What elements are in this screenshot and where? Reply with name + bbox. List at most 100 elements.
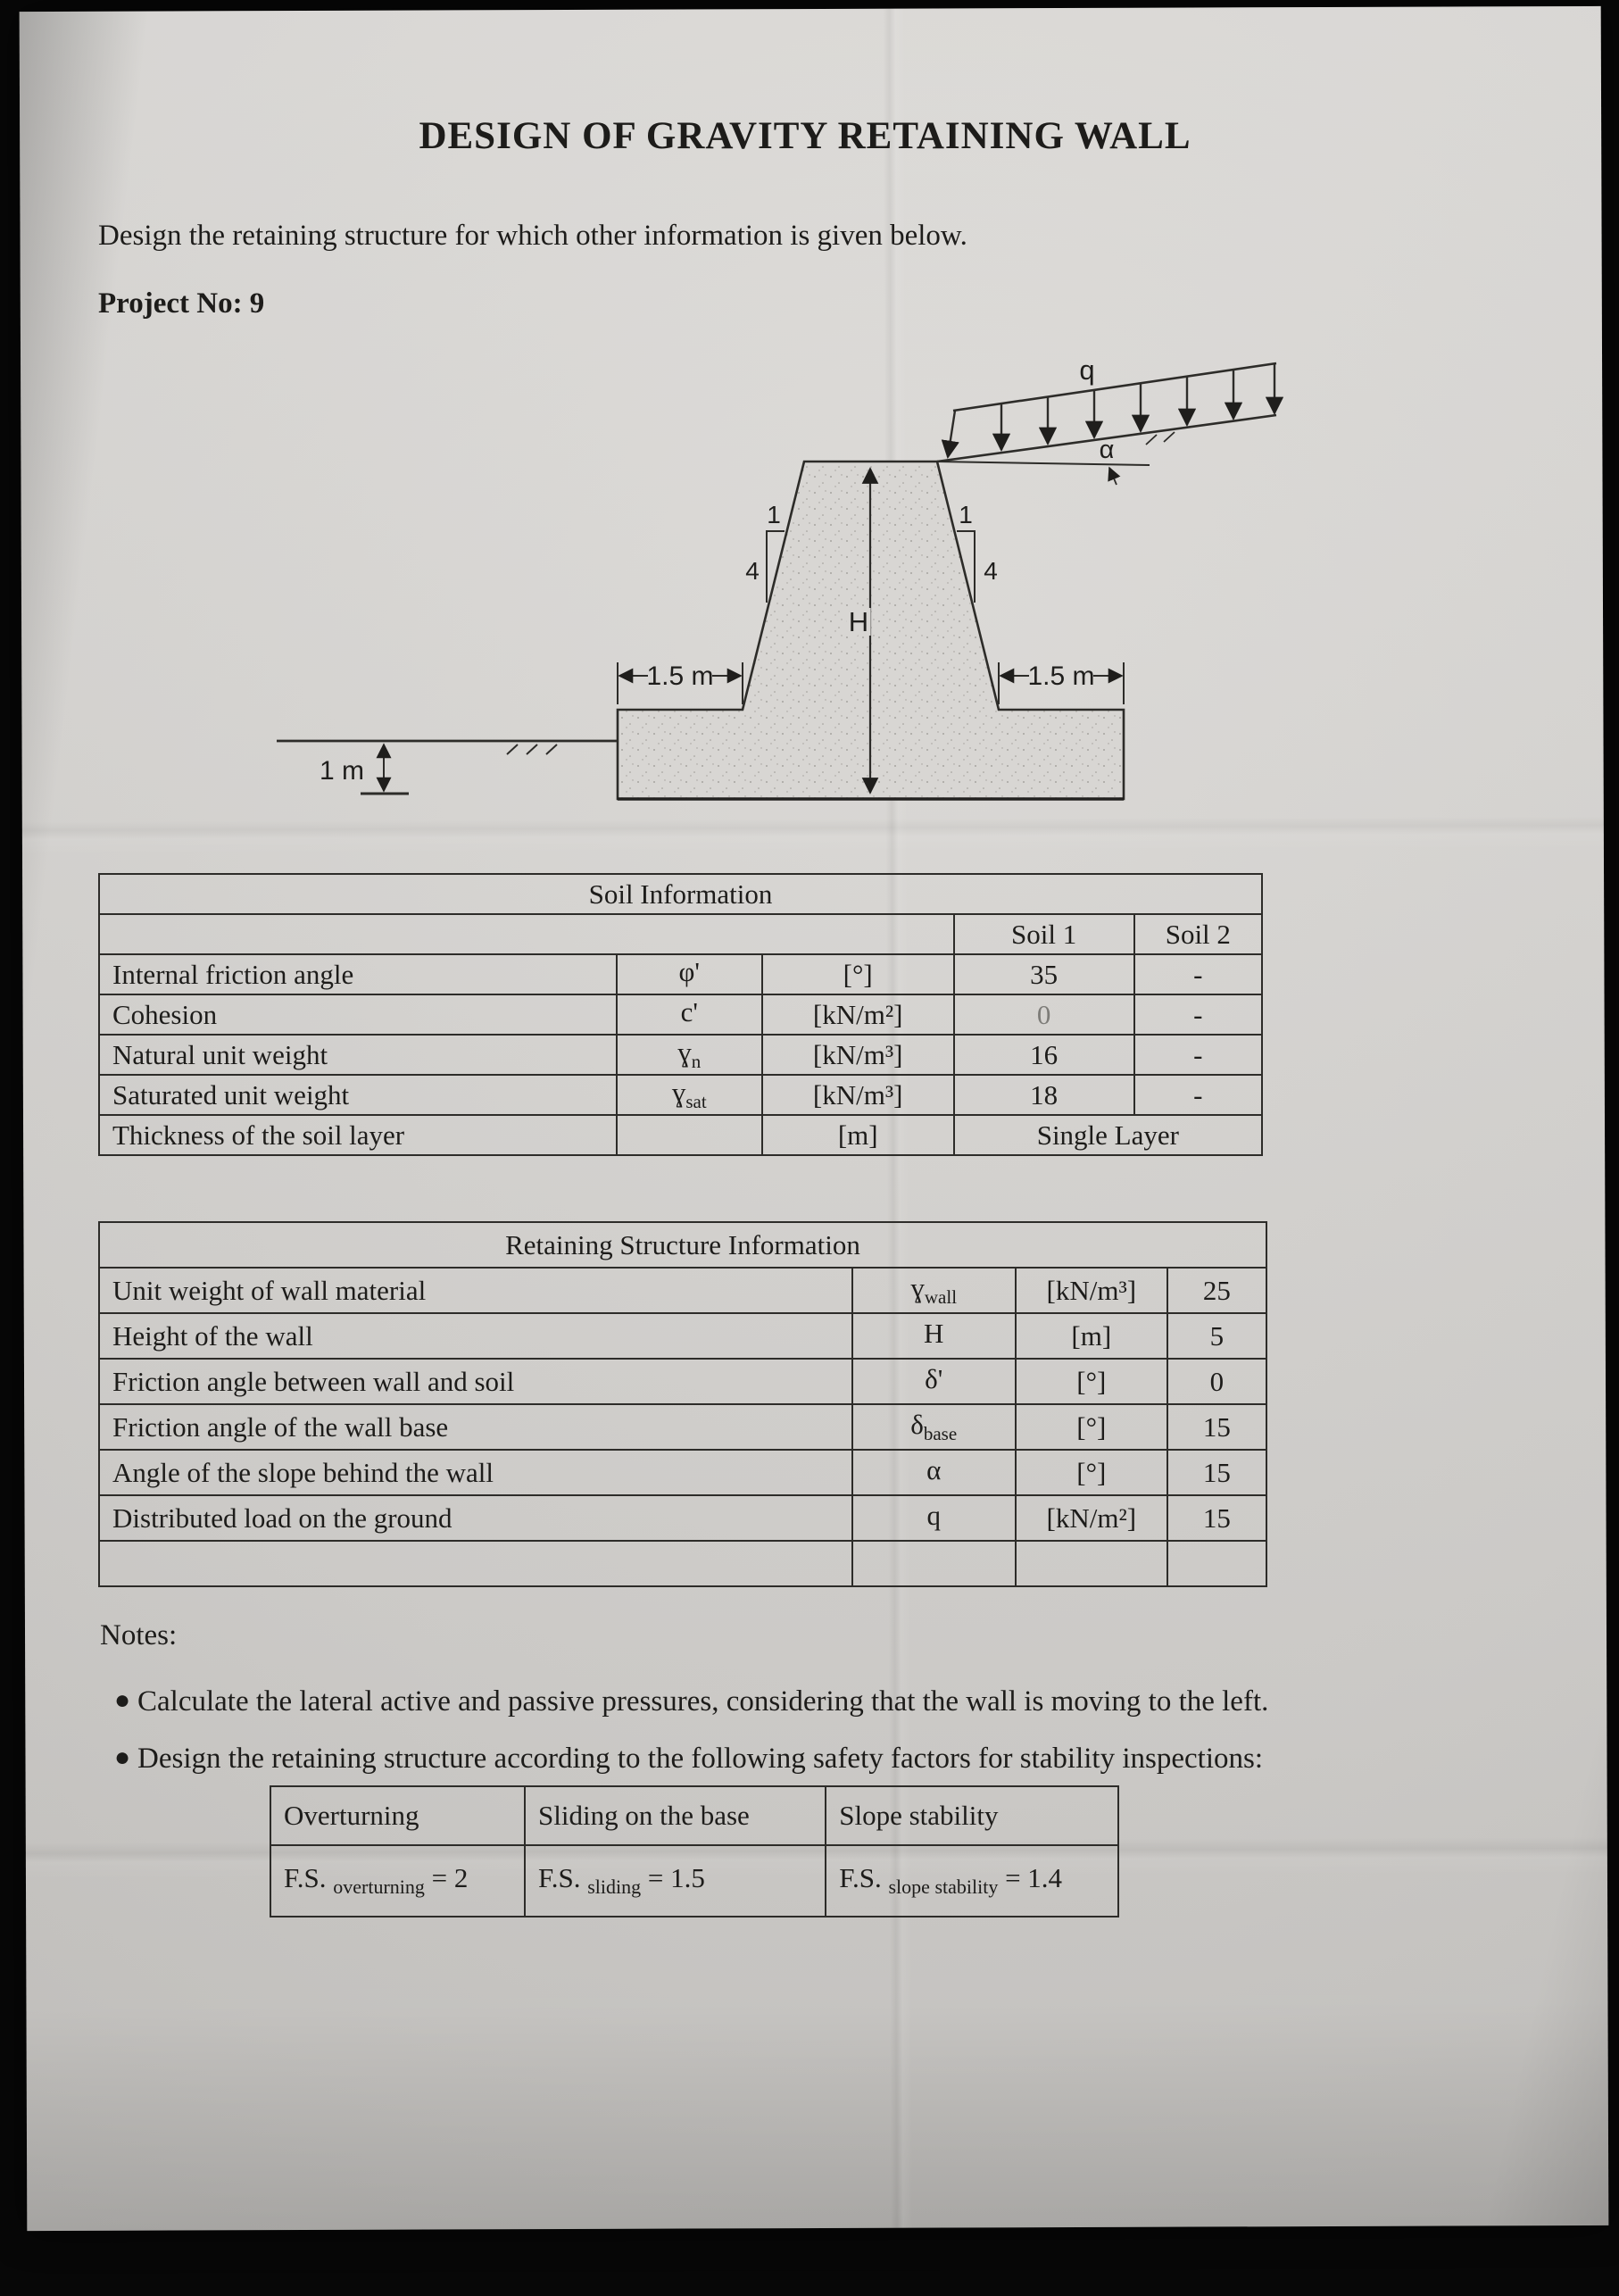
wall-row-value: 15: [1166, 1449, 1268, 1496]
soil-row-unit: [kN/m³]: [760, 1034, 955, 1076]
table-row: Height of the wall H [m] 5: [98, 1312, 1268, 1360]
soil-row-value-2: -: [1133, 1074, 1264, 1116]
note-item: ● Design the retaining structure accordin…: [114, 1743, 1263, 1776]
fs-value-sliding: F.S. sliding = 1.5: [523, 1844, 827, 1917]
left-slope-rise-label: 4: [745, 557, 760, 585]
left-toe-dimension-label: 1.5 m: [646, 661, 713, 691]
wall-row-value: 15: [1166, 1494, 1268, 1542]
q-load-label: q: [1079, 354, 1094, 386]
soil-row-label: Saturated unit weight: [98, 1074, 618, 1116]
alpha-reference-line: [936, 461, 1150, 466]
right-slope-run-label: 1: [959, 501, 973, 528]
soil-row-value-2: -: [1133, 953, 1264, 995]
project-number: Project No: 9: [98, 287, 265, 320]
retaining-wall-figure: q α H 1 4 1 4: [250, 344, 1321, 853]
wall-row-label: Unit weight of wall material: [98, 1267, 853, 1314]
table-row: Natural unit weight ɣn [kN/m³] 16 -: [98, 1034, 1264, 1076]
wall-row-unit: [m]: [1014, 1312, 1168, 1360]
left-ground-hatch-icon: [506, 744, 558, 755]
soil-row-value-1: 16: [952, 1034, 1135, 1076]
wall-row-unit: [°]: [1014, 1403, 1168, 1451]
wall-row-symbol: [851, 1540, 1017, 1587]
wall-row-label: Height of the wall: [98, 1312, 853, 1360]
embedment-dimension: [361, 743, 409, 795]
notes-heading: Notes:: [100, 1619, 178, 1651]
note-text: Design the retaining structure according…: [137, 1743, 1263, 1775]
surface-hatch-icon: [1145, 431, 1175, 445]
wall-row-value: 0: [1166, 1358, 1268, 1405]
soil-row-span-value: Single Layer: [952, 1114, 1264, 1156]
left-toe-dimension: [617, 662, 743, 704]
fs-header-overturning: Overturning: [270, 1785, 526, 1846]
wall-row-label: Friction angle of the wall base: [98, 1403, 853, 1451]
table-row: Friction angle of the wall base δbase [°…: [98, 1403, 1268, 1451]
alpha-arrow: [1108, 466, 1121, 486]
soil-information-section: Soil Information Soil 1 Soil 2 Internal …: [98, 873, 1264, 1156]
load-top-line: [952, 362, 1277, 412]
wall-row-symbol: q: [851, 1494, 1017, 1542]
right-slope-rise-label: 4: [984, 557, 998, 585]
retaining-table-title: Retaining Structure Information: [98, 1221, 1267, 1269]
wall-row-value: 15: [1166, 1403, 1268, 1451]
wall-row-label: Friction angle between wall and soil: [98, 1358, 853, 1405]
soil-row-unit: [kN/m²]: [760, 994, 955, 1036]
fs-value-overturning: F.S. overturning = 2: [270, 1844, 526, 1917]
wall-row-unit: [kN/m²]: [1014, 1494, 1168, 1542]
wall-row-unit: [kN/m³]: [1014, 1267, 1168, 1314]
fs-value-slope-stability: F.S. slope stability = 1.4: [825, 1844, 1119, 1917]
alpha-label: α: [1100, 436, 1115, 464]
wall-row-unit: [°]: [1014, 1358, 1168, 1405]
wall-row-symbol: ɣwall: [851, 1267, 1017, 1314]
right-slope-triangle: [957, 530, 976, 603]
intro-text: Design the retaining structure for which…: [98, 220, 967, 252]
wall-row-symbol: δ': [851, 1358, 1017, 1405]
wall-row-value: 25: [1166, 1267, 1268, 1314]
soil-row-symbol: ɣsat: [615, 1074, 763, 1116]
wall-row-unit: [1014, 1540, 1168, 1587]
backfill-surface-line: [936, 413, 1277, 463]
wall-row-label: Distributed load on the ground: [98, 1494, 853, 1542]
table-row: Cohesion c' [kN/m²] 0 -: [98, 994, 1264, 1036]
soil-row-symbol: c': [615, 994, 763, 1036]
soil-row-symbol: ɣn: [615, 1034, 763, 1076]
fs-header-sliding: Sliding on the base: [523, 1785, 827, 1846]
wall-row-symbol: α: [851, 1449, 1017, 1496]
wall-row-unit: [°]: [1014, 1449, 1168, 1496]
wall-row-value: 5: [1166, 1312, 1268, 1360]
table-row: Unit weight of wall material ɣwall [kN/m…: [98, 1267, 1268, 1314]
soil-header-blank: [98, 913, 955, 955]
soil-row-symbol: φ': [615, 953, 763, 995]
soil-information-table: Soil Information Soil 1 Soil 2 Internal …: [98, 873, 1264, 1156]
wall-row-symbol: δbase: [851, 1403, 1017, 1451]
h-dimension-label: H: [849, 606, 868, 637]
table-row: Internal friction angle φ' [°] 35 -: [98, 953, 1264, 995]
table-row: Angle of the slope behind the wall α [°]…: [98, 1449, 1268, 1496]
soil-row-symbol: [615, 1114, 763, 1156]
right-heel-dimension-label: 1.5 m: [1027, 661, 1094, 691]
page-title: DESIGN OF GRAVITY RETAINING WALL: [419, 115, 1191, 157]
soil-row-unit: [kN/m³]: [760, 1074, 955, 1116]
soil-table-title: Soil Information: [98, 873, 1263, 915]
wall-row-label: [98, 1540, 853, 1587]
bullet-icon: ●: [114, 1743, 131, 1772]
soil-row-value-1: 0: [952, 994, 1135, 1036]
embedment-dimension-label: 1 m: [320, 756, 364, 786]
table-row: [98, 1540, 1268, 1587]
table-row: Distributed load on the ground q [kN/m²]…: [98, 1494, 1268, 1542]
wall-row-symbol: H: [851, 1312, 1017, 1360]
soil-row-label: Natural unit weight: [98, 1034, 618, 1076]
table-row: Overturning Sliding on the base Slope st…: [270, 1785, 1119, 1846]
wall-row-value: [1166, 1540, 1268, 1587]
soil-row-unit: [°]: [760, 953, 955, 995]
retaining-structure-section: Retaining Structure Information Unit wei…: [98, 1221, 1268, 1587]
load-arrows: [941, 364, 1284, 460]
bullet-icon: ●: [114, 1685, 131, 1715]
soil-row-label: Thickness of the soil layer: [98, 1114, 618, 1156]
retaining-structure-table: Retaining Structure Information Unit wei…: [98, 1221, 1268, 1587]
soil-row-value-1: 35: [952, 953, 1135, 995]
wall-diagram-svg: q α H 1 4 1 4: [277, 354, 1284, 801]
fs-header-slope-stability: Slope stability: [825, 1785, 1119, 1846]
left-slope-run-label: 1: [767, 501, 781, 528]
table-row: Saturated unit weight ɣsat [kN/m³] 18 -: [98, 1074, 1264, 1116]
